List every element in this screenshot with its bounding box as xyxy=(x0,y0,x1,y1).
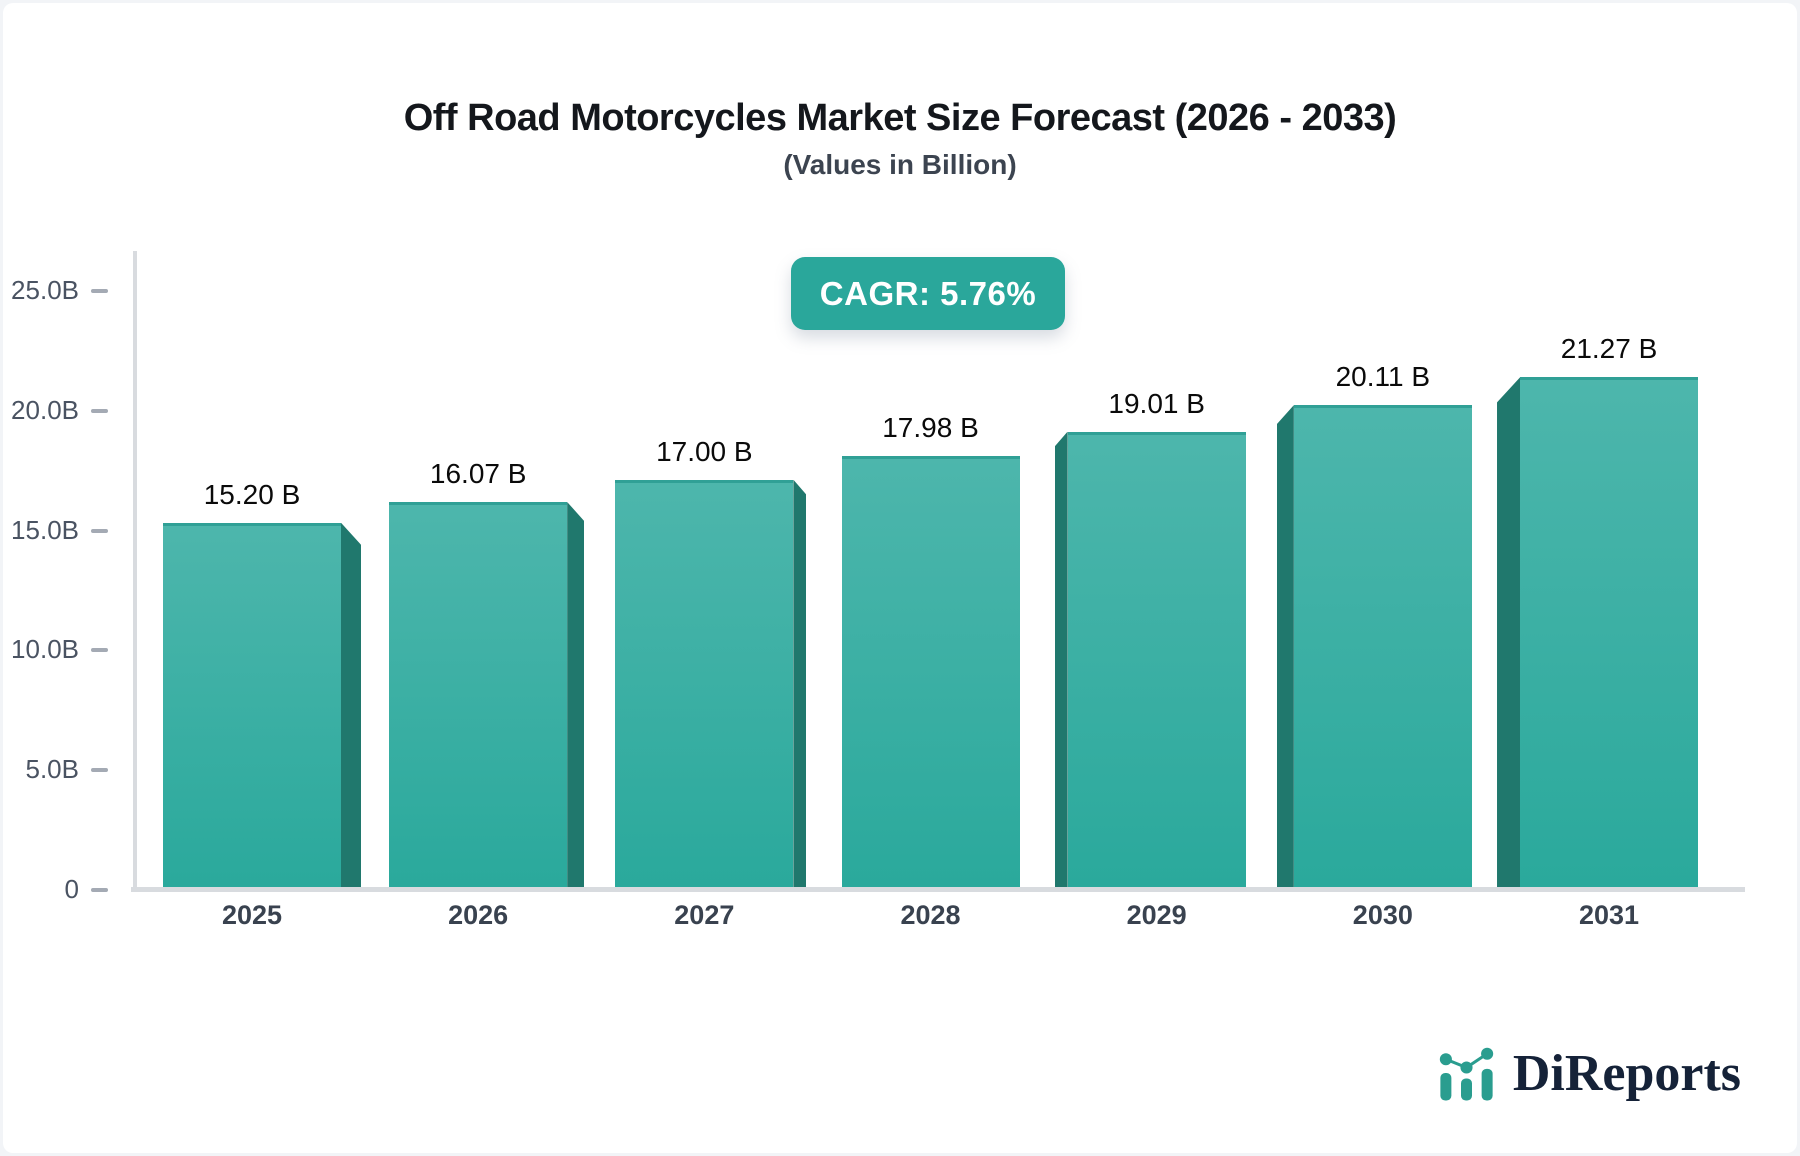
y-axis-line xyxy=(133,251,137,892)
y-tick-mark xyxy=(91,408,108,413)
y-tick-mark xyxy=(91,528,108,533)
bar-value-label: 15.20 B xyxy=(203,478,301,510)
bar-side-3d xyxy=(793,479,807,887)
y-tick-label: 10.0B xyxy=(11,634,79,665)
bar-2028 xyxy=(841,456,1020,887)
bar-face xyxy=(841,456,1020,887)
bar-value-label: 19.01 B xyxy=(1108,387,1205,419)
bar-side-3d xyxy=(1054,431,1068,887)
bar-value-label: 21.27 B xyxy=(1560,333,1658,365)
chart-card: Off Road Motorcycles Market Size Forecas… xyxy=(3,3,1797,1153)
y-tick-mark xyxy=(91,768,108,773)
x-tick-label-2027: 2027 xyxy=(674,900,735,930)
bar-face xyxy=(1067,431,1246,887)
y-tick-label: 25.0B xyxy=(11,275,79,305)
bar-face xyxy=(1520,377,1699,887)
y-tick-label: 5.0B xyxy=(25,754,80,785)
direports-logo-text: DiReports xyxy=(1512,1044,1741,1102)
bar-face xyxy=(163,522,341,887)
y-tick-mark xyxy=(91,648,108,653)
x-tick-label-2028: 2028 xyxy=(900,900,961,930)
y-tick-label: 0 xyxy=(64,874,79,904)
y-tick-label: 20.0B xyxy=(11,394,79,425)
direports-logo-icon xyxy=(1439,1047,1493,1101)
x-axis-line xyxy=(131,887,1745,892)
bar-value-label: 17.00 B xyxy=(656,435,753,467)
bar-2030 xyxy=(1276,405,1472,887)
bar-2029 xyxy=(1054,431,1246,887)
bar-2027 xyxy=(615,479,807,887)
bar-2025 xyxy=(163,522,361,887)
direports-logo: DiReports xyxy=(1439,1033,1741,1113)
y-tick-label: 15.0B xyxy=(11,514,79,545)
chart-title: Off Road Motorcycles Market Size Forecas… xyxy=(403,97,1397,139)
chart-subtitle: (Values in Billion) xyxy=(783,149,1017,180)
bar-2031 xyxy=(1497,377,1699,887)
bar-side-3d xyxy=(341,522,361,887)
bar-face xyxy=(1293,405,1472,887)
plot-area: 25.0B 20.0B 15.0B 10.0B 5.0B 0 15.20 B 16.07 B… xyxy=(3,3,1797,1153)
x-tick-label-2025: 2025 xyxy=(221,900,283,930)
bar-side-3d xyxy=(1497,377,1521,887)
bar-face xyxy=(389,501,568,887)
bar-value-label: 20.11 B xyxy=(1335,361,1431,393)
y-tick-mark xyxy=(91,289,108,293)
x-tick-label-2026: 2026 xyxy=(448,900,509,930)
bar-2026 xyxy=(389,501,585,887)
bar-face xyxy=(615,479,794,887)
x-tick-label-2031: 2031 xyxy=(1578,900,1640,930)
bar-value-label: 16.07 B xyxy=(429,457,527,489)
x-tick-label-2030: 2030 xyxy=(1352,900,1413,930)
bar-side-3d xyxy=(1276,405,1294,887)
cagr-badge: CAGR: 5.76% xyxy=(791,257,1065,330)
x-tick-label-2029: 2029 xyxy=(1126,900,1187,930)
y-tick-mark xyxy=(91,888,108,892)
bar-side-3d xyxy=(567,501,585,887)
bar-value-label: 17.98 B xyxy=(882,412,979,444)
